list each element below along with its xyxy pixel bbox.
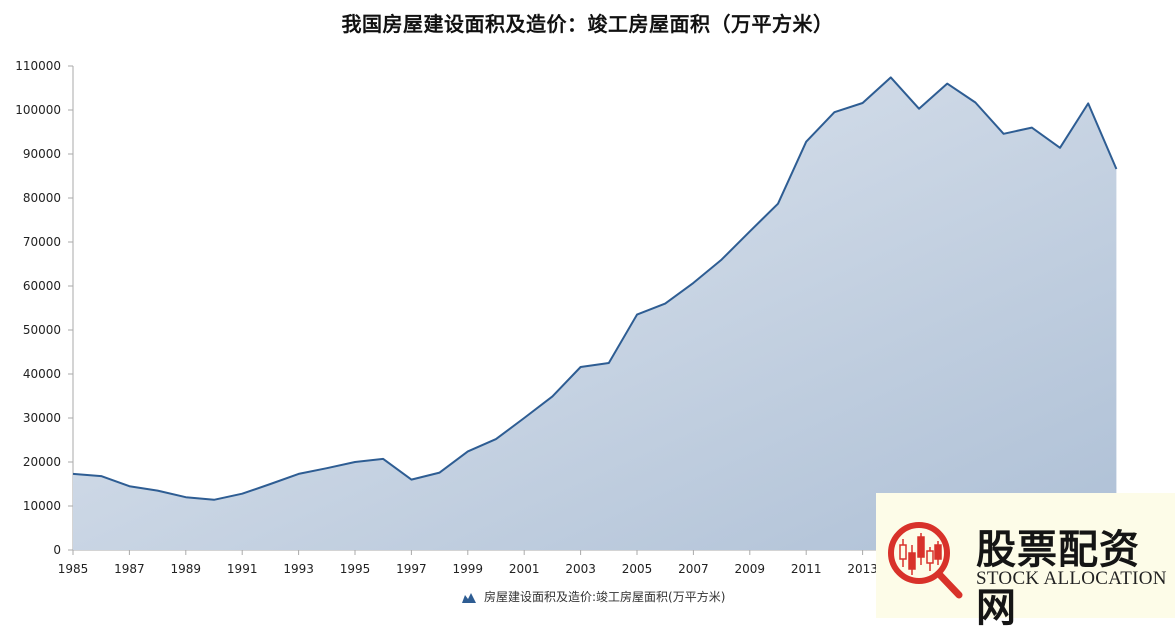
y-tick-label: 50000: [23, 323, 61, 337]
x-tick-label: 1991: [227, 562, 258, 576]
y-tick-label: 80000: [23, 191, 61, 205]
y-tick-label: 30000: [23, 411, 61, 425]
magnifier-candlestick-icon: [888, 522, 963, 599]
x-tick-label: 2007: [678, 562, 709, 576]
x-tick-label: 1987: [114, 562, 145, 576]
x-tick-label: 1997: [396, 562, 427, 576]
y-tick-label: 20000: [23, 455, 61, 469]
x-tick-label: 2001: [509, 562, 540, 576]
y-tick-label: 10000: [23, 499, 61, 513]
data-area: [73, 77, 1117, 551]
x-tick-label: 1999: [453, 562, 484, 576]
y-tick-label: 110000: [15, 59, 61, 73]
y-tick-label: 60000: [23, 279, 61, 293]
chart-title: 我国房屋建设面积及造价：竣工房屋面积（万平方米）: [341, 12, 834, 36]
x-tick-label: 1993: [283, 562, 314, 576]
legend[interactable]: 房屋建设面积及造价:竣工房屋面积(万平方米): [462, 588, 725, 605]
y-axis: 0 10000 20000 30000 40000 50000 60000 70000 8000…: [15, 59, 74, 557]
x-tick-label: 2011: [791, 562, 822, 576]
y-tick-label: 0: [53, 543, 61, 557]
legend-label: 房屋建设面积及造价:竣工房屋面积(万平方米): [484, 590, 726, 604]
y-tick-label: 70000: [23, 235, 61, 249]
watermark: 股票配资网 STOCK ALLOCATION: [876, 493, 1175, 631]
x-tick-label: 2005: [622, 562, 653, 576]
x-tick-label: 1995: [340, 562, 371, 576]
watermark-title-en: STOCK ALLOCATION: [976, 568, 1167, 589]
area-chart-icon: [462, 592, 476, 603]
y-tick-label: 90000: [23, 147, 61, 161]
x-tick-label: 2013: [847, 562, 878, 576]
x-tick-label: 2009: [735, 562, 766, 576]
x-tick-label: 1989: [171, 562, 202, 576]
x-tick-label: 1985: [58, 562, 89, 576]
y-tick-label: 100000: [15, 103, 61, 117]
y-tick-label: 40000: [23, 367, 61, 381]
data-line: [72, 76, 1118, 501]
x-tick-label: 2003: [565, 562, 596, 576]
